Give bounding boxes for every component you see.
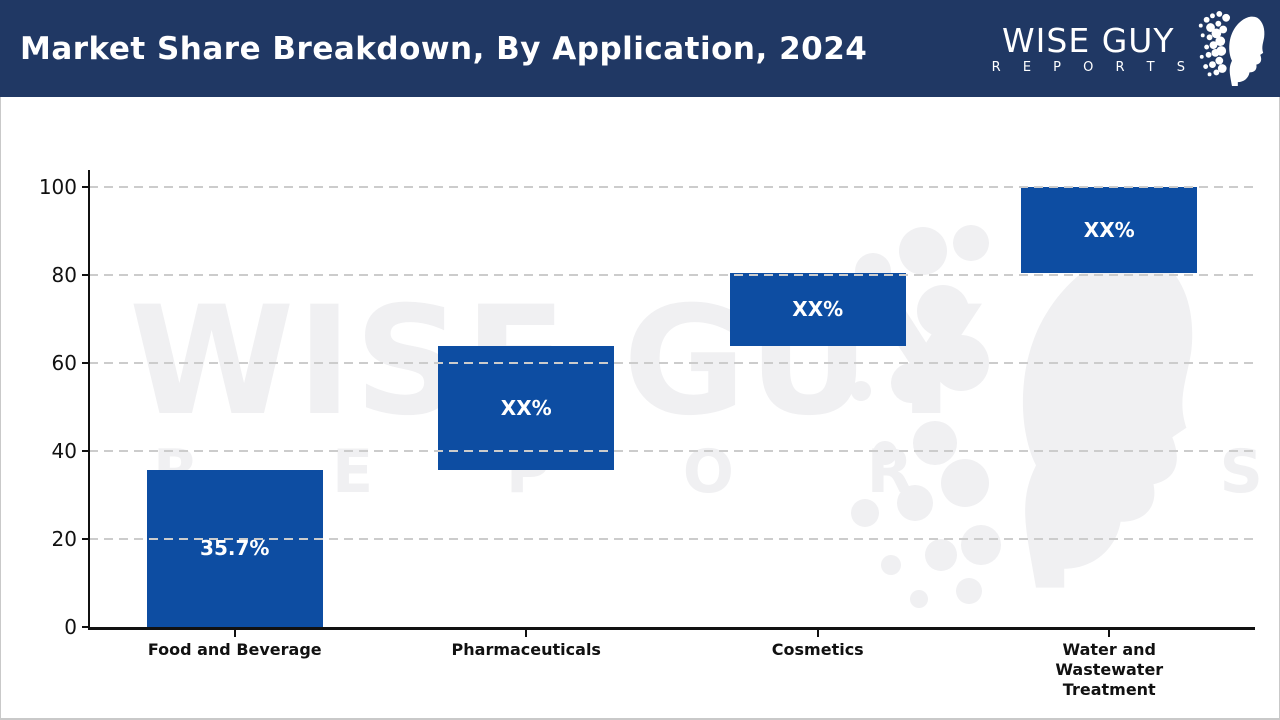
x-axis-category-label: Food and Beverage (147, 640, 322, 659)
x-axis-category-label: Water and Wastewater Treatment (1055, 640, 1164, 699)
gridline-20 (89, 538, 1255, 540)
y-axis-spine (88, 170, 90, 629)
bar-segment: XX% (729, 272, 906, 346)
gridline-60 (89, 362, 1255, 364)
y-axis-tick-mark (82, 362, 89, 364)
y-axis-tick-label: 0 (64, 615, 77, 639)
logo-brand-subtitle: R E P O R T S (991, 59, 1194, 75)
x-axis-tick-mark (233, 629, 236, 637)
logo-head-profile-icon (1198, 10, 1265, 86)
bar-segment: XX% (438, 345, 615, 470)
gridline-40 (89, 450, 1255, 452)
y-axis-tick-label: 60 (51, 351, 77, 375)
y-axis-tick-label: 20 (51, 527, 77, 551)
bar-segment: 35.7% (146, 469, 323, 627)
chart-canvas: WISE GUY R E P O R T S 02040608010035.7%… (0, 97, 1280, 720)
gridline-100 (89, 186, 1255, 188)
bar-value-label: XX% (500, 395, 552, 420)
bar-value-label: XX% (792, 297, 844, 322)
wise-guy-reports-logo: WISE GUY R E P O R T S (983, 10, 1266, 88)
watermark-head-profile-icon (851, 225, 1193, 608)
header-bar: Market Share Breakdown, By Application, … (0, 0, 1280, 97)
y-axis-tick-label: 40 (51, 439, 77, 463)
page-title: Market Share Breakdown, By Application, … (20, 30, 868, 67)
bar-value-label: XX% (1083, 217, 1135, 242)
gridline-80 (89, 274, 1255, 276)
y-axis-tick-mark (82, 186, 89, 188)
y-axis-tick-mark (82, 274, 89, 276)
bar-segment: XX% (1021, 187, 1198, 273)
y-axis-tick-mark (82, 450, 89, 452)
x-axis-spine (88, 627, 1255, 630)
logo-brand-name: WISE GUY (1002, 20, 1175, 60)
x-axis-tick-mark (525, 629, 528, 637)
y-axis-tick-label: 100 (38, 175, 77, 199)
x-axis-category-label: Pharmaceuticals (451, 640, 601, 659)
x-axis-tick-mark (816, 629, 819, 637)
x-axis-tick-mark (1108, 629, 1111, 637)
y-axis-tick-label: 80 (51, 263, 77, 287)
bar-value-label: 35.7% (200, 536, 270, 561)
logo-text: WISE GUY R E P O R T S (983, 20, 1194, 75)
x-axis-category-label: Cosmetics (771, 640, 864, 659)
y-axis-tick-mark (82, 538, 89, 540)
y-axis-tick-mark (82, 626, 89, 628)
